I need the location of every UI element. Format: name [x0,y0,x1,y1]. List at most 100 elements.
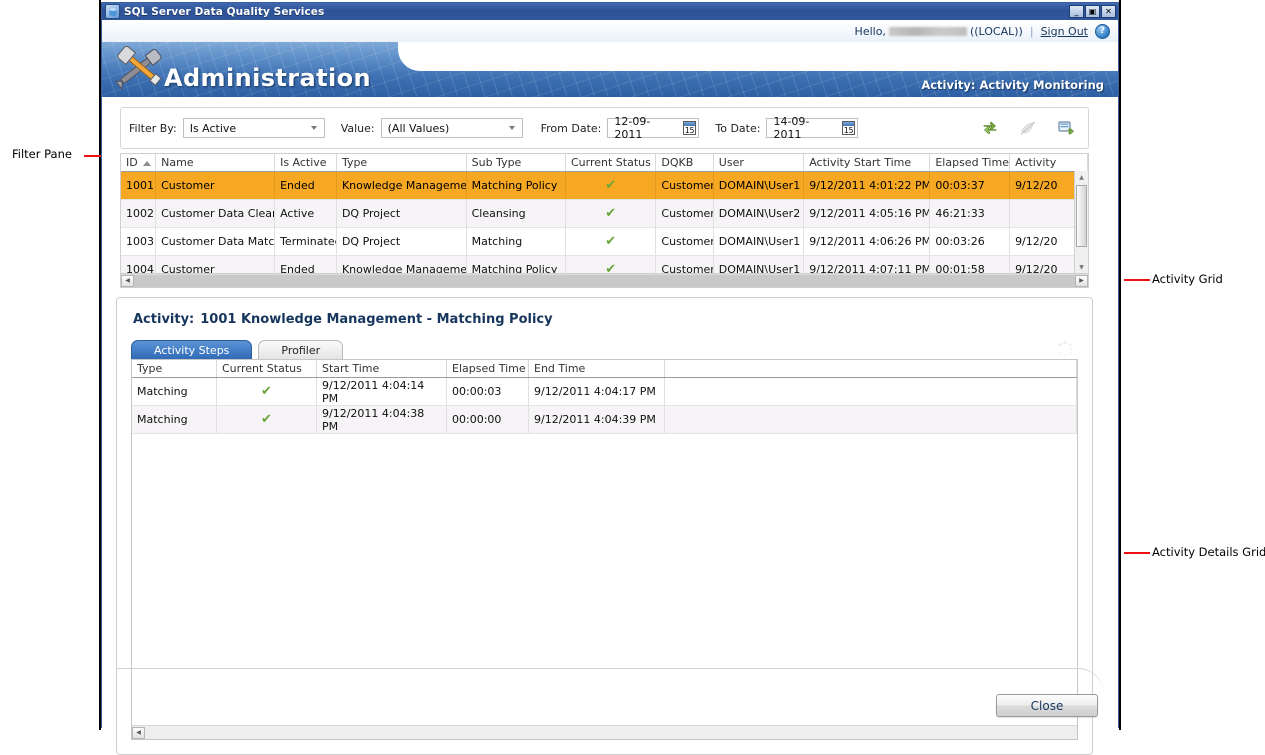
status-success-icon: ✔ [605,262,617,277]
scroll-down-arrow-icon[interactable]: ▼ [1075,261,1088,274]
sql-dqs-icon [105,4,120,19]
activity-grid[interactable]: ID Name Is Active Type Sub Type Current … [120,153,1089,288]
details-scroll-left-arrow-icon[interactable]: ◀ [132,726,145,739]
details-column-header-filler [665,360,1077,377]
cell-activity-start-time: 9/12/2011 4:01:22 PM [804,172,931,199]
details-column-header-elapsed-time[interactable]: Elapsed Time [447,360,529,377]
scroll-left-arrow-icon[interactable]: ◀ [121,274,134,287]
cell-sub-type: Matching Policy [467,172,566,199]
cell-elapsed-time: 46:21:33 [930,200,1011,227]
sort-ascending-icon [142,160,151,166]
activity-details-panel: Activity: 1001 Knowledge Management - Mat… [116,297,1093,755]
cell-start-time: 9/12/2011 4:04:38 PM [317,406,447,433]
details-grid-row[interactable]: Matching ✔ 9/12/2011 4:04:14 PM 00:00:03 9/1… [132,378,1077,406]
cell-sub-type: Cleansing [467,200,566,227]
cell-current-status: ✔ [217,378,317,405]
calendar-icon[interactable]: 15 [841,121,856,135]
details-title: Activity: 1001 Knowledge Management - Mat… [133,312,553,327]
tab-activity-steps[interactable]: Activity Steps [131,340,253,360]
cell-dqkb: Customer [656,200,714,227]
close-window-button[interactable]: ✕ [1101,5,1116,18]
calendar-icon[interactable]: 15 [682,121,697,135]
column-header-user[interactable]: User [714,154,805,171]
column-header-dqkb[interactable]: DQKB [656,154,714,171]
cell-user: DOMAIN\User1 [714,228,805,255]
cell-start-time: 9/12/2011 4:04:14 PM [317,378,447,405]
cell-dqkb: Customer [656,228,714,255]
filter-toolbar [980,118,1080,138]
column-header-id-label: ID [126,156,138,169]
activity-grid-header: ID Name Is Active Type Sub Type Current … [121,154,1088,172]
filter-by-select[interactable]: Is Active [182,118,325,138]
status-success-icon: ✔ [261,412,272,427]
window-controls: _ ▣ ✕ [1069,5,1116,18]
tab-profiler[interactable]: Profiler [258,340,344,360]
cell-type: DQ Project [337,200,467,227]
details-tabs: Activity Steps Profiler [131,338,344,360]
details-grid-horizontal-scrollbar[interactable]: ◀ [132,725,1077,739]
scroll-up-arrow-icon[interactable]: ▲ [1075,171,1088,184]
activity-grid-row[interactable]: 1001 Customer Ended Knowledge Management Mat… [121,172,1088,200]
image-border-right [1119,0,1121,730]
vertical-scroll-thumb[interactable] [1076,185,1087,247]
user-bar: Hello, ((LOCAL)) | Sign Out ? [102,20,1118,42]
cell-name: Customer Data Cleansing [156,200,276,227]
activity-grid-horizontal-scrollbar[interactable]: ◀ ▶ [121,273,1088,287]
column-header-activity[interactable]: Activity [1010,154,1088,171]
scroll-right-arrow-icon[interactable]: ▶ [1075,274,1088,287]
separator: | [1029,24,1034,38]
column-header-activity-start-time[interactable]: Activity Start Time [804,154,931,171]
details-column-header-start-time[interactable]: Start Time [317,360,447,377]
column-header-type[interactable]: Type [337,154,467,171]
cell-current-status: ✔ [566,228,657,255]
activity-details-grid[interactable]: Type Current Status Start Time Elapsed T… [131,359,1078,740]
title-bar: SQL Server Data Quality Services _ ▣ ✕ [102,3,1118,20]
loading-spinner-icon [1056,340,1074,358]
to-date-input[interactable]: 14-09-2011 15 [766,115,859,141]
details-grid-header: Type Current Status Start Time Elapsed T… [132,360,1077,378]
activity-grid-vertical-scrollbar[interactable]: ▲ ▼ [1074,171,1088,274]
horizontal-scroll-thumb[interactable] [134,274,1075,287]
restore-button[interactable]: ▣ [1085,5,1100,18]
status-success-icon: ✔ [605,234,617,249]
export-icon[interactable] [1056,118,1076,138]
details-column-header-type[interactable]: Type [132,360,217,377]
help-icon[interactable]: ? [1095,23,1110,39]
details-title-prefix: Activity: [133,312,195,327]
username-redacted [888,27,967,36]
cell-id: 1004 [121,256,157,283]
filter-by-label: Filter By: [129,121,177,135]
page-title: Administration [164,64,371,92]
server-name: ((LOCAL)) [969,24,1023,38]
from-date-input[interactable]: 12-09-2011 15 [607,115,700,141]
annotation-filter-pane: Filter Pane [12,147,72,161]
value-value: (All Values) [387,121,450,135]
column-header-current-status[interactable]: Current Status [566,154,657,171]
value-select[interactable]: (All Values) [380,118,523,138]
cell-type: Matching [132,378,217,405]
status-success-icon: ✔ [605,206,617,221]
details-grid-row[interactable]: Matching ✔ 9/12/2011 4:04:38 PM 00:00:00 9/1… [132,406,1077,434]
sign-out-link[interactable]: Sign Out [1040,24,1088,38]
close-button[interactable]: Close [996,694,1098,717]
column-header-id[interactable]: ID [121,154,157,171]
cell-sub-type: Matching Policy [467,256,566,283]
refresh-icon[interactable] [980,118,1000,138]
cell-name: Customer Data Matching [156,228,276,255]
cell-id: 1001 [121,172,157,199]
column-header-name[interactable]: Name [156,154,276,171]
column-header-sub-type[interactable]: Sub Type [467,154,566,171]
column-header-elapsed-time[interactable]: Elapsed Time [930,154,1011,171]
minimize-button[interactable]: _ [1069,5,1084,18]
cell-user: DOMAIN\User2 [714,200,805,227]
cell-elapsed-time: 00:00:03 [447,378,529,405]
cell-user: DOMAIN\User1 [714,256,805,283]
details-column-header-end-time[interactable]: End Time [529,360,665,377]
status-success-icon: ✔ [261,384,272,399]
banner-white-curve [398,42,1118,71]
cell-type: Knowledge Management [337,256,467,283]
details-column-header-current-status[interactable]: Current Status [217,360,317,377]
column-header-is-active[interactable]: Is Active [275,154,337,171]
